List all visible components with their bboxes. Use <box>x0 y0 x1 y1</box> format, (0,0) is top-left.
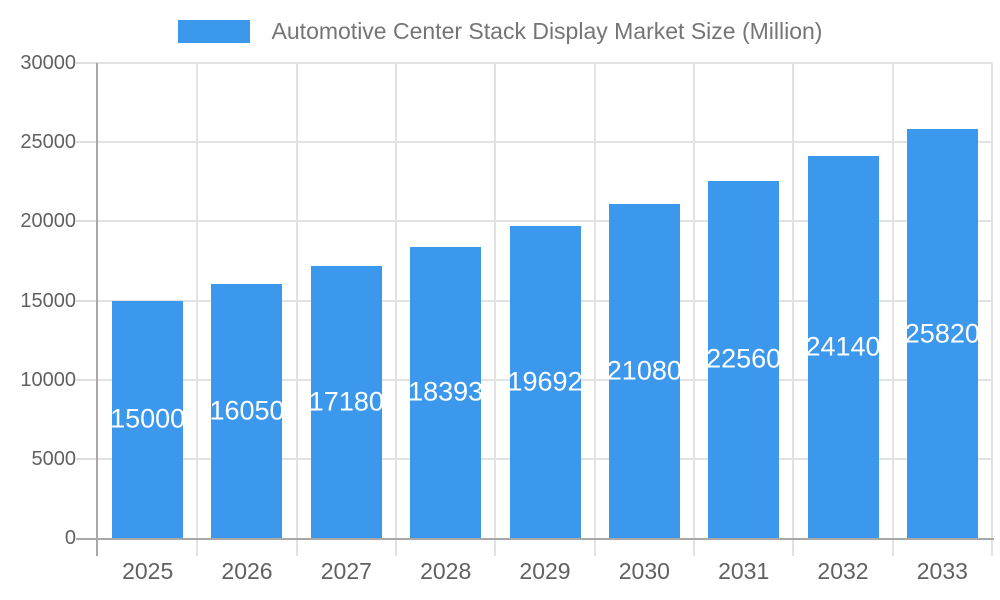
bar-value-label: 18393 <box>408 376 484 407</box>
x-axis-label-2025: 2025 <box>122 558 174 584</box>
bar-2029[interactable]: 19692 <box>507 226 583 538</box>
y-gridline <box>98 141 992 144</box>
y-gridline <box>98 62 992 64</box>
x-axis-label-2026: 2026 <box>221 558 273 584</box>
x-axis-label-2027: 2027 <box>320 558 372 584</box>
y-axis-tick <box>76 457 98 460</box>
bar-2026[interactable]: 16050 <box>209 283 285 538</box>
x-axis-label-2032: 2032 <box>817 558 869 584</box>
bar-2027[interactable]: 17180 <box>308 265 384 538</box>
x-gridline <box>494 63 497 556</box>
bar-2025[interactable]: 15000 <box>110 300 186 538</box>
bar-2032[interactable]: 24140 <box>805 155 881 538</box>
x-axis-label-2030: 2030 <box>618 558 670 584</box>
bar-value-label: 17180 <box>308 386 384 417</box>
bar-2031[interactable]: 22560 <box>706 180 782 538</box>
bar-value-label: 15000 <box>110 403 186 434</box>
x-gridline <box>394 63 397 556</box>
y-axis-label: 15000 <box>20 289 76 312</box>
y-axis-label: 0 <box>64 527 76 549</box>
x-gridline <box>295 63 298 556</box>
bar-value-label: 21080 <box>606 355 682 386</box>
bar-2030[interactable]: 21080 <box>606 204 682 538</box>
y-gridline <box>98 220 992 223</box>
x-gridline <box>792 63 795 556</box>
bar-value-label: 19692 <box>507 366 583 397</box>
x-axis-label-2029: 2029 <box>519 558 571 584</box>
chart-title: Automotive Center Stack Display Market S… <box>271 17 823 44</box>
plot-area: 0 5000 10000 15000 20000 25000 30000 15000 2025 1… <box>20 53 994 583</box>
x-axis-label-2028: 2028 <box>420 558 472 584</box>
y-axis-label: 25000 <box>20 131 76 154</box>
y-axis-label: 5000 <box>31 447 77 470</box>
y-axis-tick <box>76 378 98 381</box>
x-axis-line <box>76 538 994 540</box>
bar-value-label: 25820 <box>904 318 980 349</box>
legend-swatch-icon <box>177 19 250 43</box>
y-axis-tick <box>76 220 98 223</box>
x-gridline <box>891 63 894 556</box>
y-axis-label: 10000 <box>20 368 76 391</box>
x-gridline <box>593 63 596 556</box>
y-axis-line <box>96 63 98 556</box>
bar-2033[interactable]: 25820 <box>904 129 980 538</box>
x-gridline <box>991 63 993 556</box>
bar-value-label: 24140 <box>805 331 881 362</box>
bar-2028[interactable]: 18393 <box>408 246 484 538</box>
x-gridline <box>196 63 199 556</box>
x-axis-label-2031: 2031 <box>718 558 770 584</box>
y-axis-label: 20000 <box>20 210 76 233</box>
bar-value-label: 16050 <box>209 395 285 426</box>
y-axis-tick <box>76 141 98 144</box>
x-gridline <box>692 63 695 556</box>
x-axis-label-2033: 2033 <box>916 558 968 584</box>
y-axis-label: 30000 <box>20 52 76 74</box>
bar-value-label: 22560 <box>706 343 782 374</box>
chart-legend[interactable]: Automotive Center Stack Display Market S… <box>0 16 1000 46</box>
y-axis-tick <box>76 299 98 302</box>
y-axis-tick <box>76 62 98 64</box>
